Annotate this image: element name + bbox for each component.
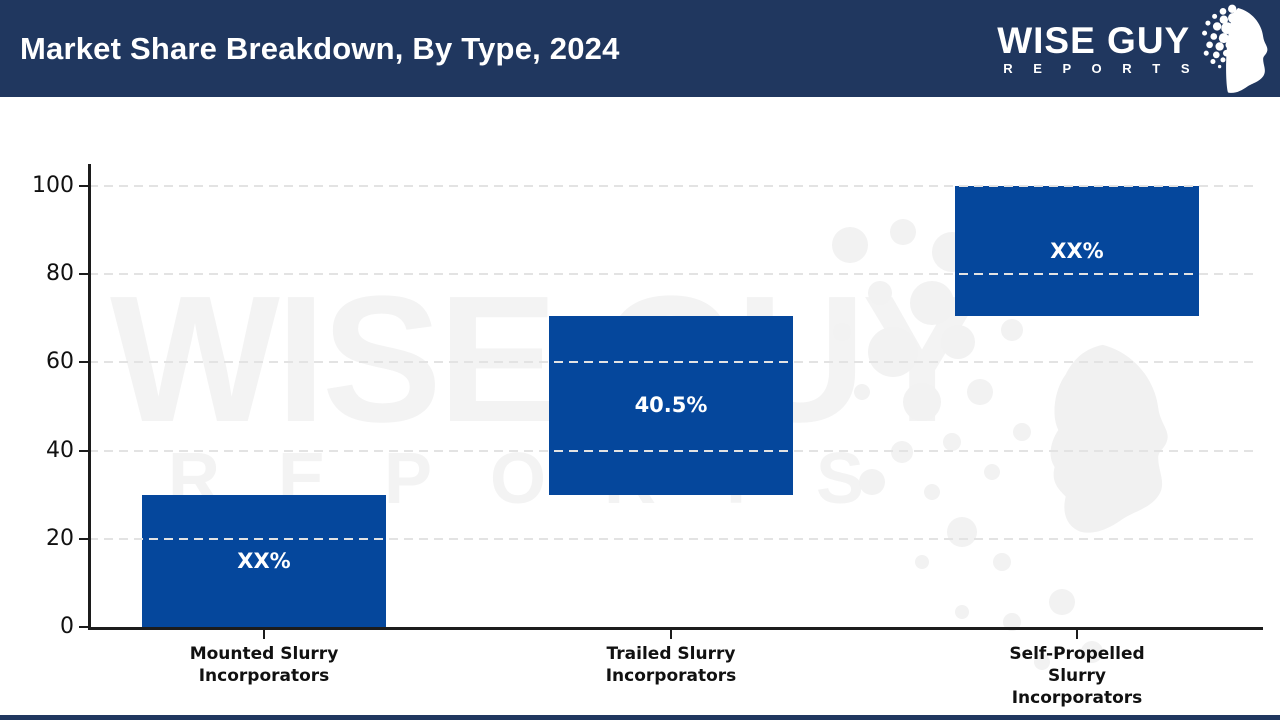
bar-value-label-self-propelled-slurry-incorporators: XX% [1050, 239, 1104, 264]
bar-value-label-mounted-slurry-incorporators: XX% [237, 548, 291, 573]
y-tick-mark-20 [79, 537, 88, 540]
gridline-y-80 [89, 273, 1256, 276]
y-tick-label-80: 80 [46, 261, 74, 287]
bar-self-propelled-slurry-incorporators [955, 186, 1199, 317]
y-tick-label-100: 100 [32, 173, 74, 198]
x-axis-label-trailed-slurry-incorporators: Trailed Slurry Incorporators [605, 644, 737, 686]
watermark-text-line1: WISE GUY [110, 259, 982, 460]
brand-name: WISE GUY [997, 19, 1191, 61]
y-tick-label-20: 20 [46, 525, 74, 551]
y-tick-mark-40 [79, 449, 88, 452]
x-tick-mark-mounted-slurry-incorporators [263, 628, 265, 639]
y-tick-mark-0 [79, 626, 88, 628]
gridline-y-60 [89, 361, 1256, 364]
header-bar: Market Share Breakdown, By Type, 2024 WI… [0, 0, 1280, 97]
y-tick-mark-100 [79, 185, 88, 187]
y-tick-label-40: 40 [46, 437, 74, 463]
y-tick-mark-80 [79, 273, 88, 276]
x-axis [88, 627, 1263, 630]
x-tick-mark-trailed-slurry-incorporators [670, 628, 672, 639]
gridline-y-100 [89, 185, 1256, 187]
brand-logo-text: WISE GUY R E P O R T S [997, 22, 1198, 76]
x-tick-mark-self-propelled-slurry-incorporators [1076, 628, 1078, 639]
y-tick-mark-60 [79, 361, 88, 364]
y-axis [88, 164, 91, 629]
bar-value-label-trailed-slurry-incorporators: 40.5% [634, 393, 708, 418]
bar-trailed-slurry-incorporators [549, 316, 793, 495]
gridline-y-40 [89, 449, 1256, 452]
brand-face-icon [1184, 3, 1272, 95]
bar-mounted-slurry-incorporators [142, 494, 386, 627]
brand-subtitle: R E P O R T S [1003, 60, 1198, 76]
x-axis-label-self-propelled-slurry-incorporators: Self-Propelled Slurry Incorporators [1009, 644, 1145, 708]
page-title: Market Share Breakdown, By Type, 2024 [20, 30, 620, 66]
y-tick-label-60: 60 [46, 349, 74, 375]
watermark-face-icon [1050, 344, 1168, 533]
x-axis-label-mounted-slurry-incorporators: Mounted Slurry Incorporators [189, 644, 339, 686]
y-tick-label-0: 0 [60, 614, 74, 639]
brand-logo: WISE GUY R E P O R T S [997, 3, 1280, 95]
gridline-y-20 [89, 537, 1256, 540]
footer-bar [0, 715, 1280, 720]
